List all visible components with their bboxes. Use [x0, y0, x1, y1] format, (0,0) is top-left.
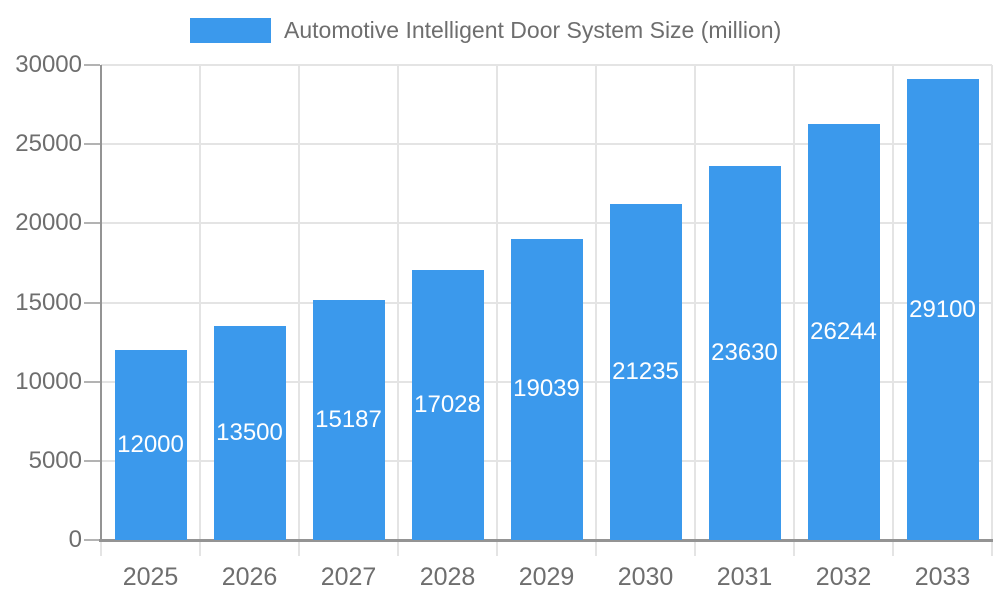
gridline-vertical	[694, 65, 696, 540]
gridline-horizontal	[101, 64, 992, 66]
gridline-horizontal	[101, 143, 992, 146]
bar-2025[interactable]: 12000	[114, 350, 187, 540]
gridline-horizontal	[101, 222, 992, 225]
bar-value-label: 21235	[612, 357, 679, 385]
y-axis-tick	[84, 380, 100, 383]
bar-value-label: 13500	[216, 419, 283, 447]
bar-value-label: 15187	[315, 405, 382, 433]
bar-value-label: 29100	[909, 295, 976, 323]
x-axis-line	[99, 539, 993, 542]
x-axis-tick	[100, 540, 102, 556]
y-axis-tick-label: 0	[68, 526, 82, 553]
bar-2026[interactable]: 13500	[213, 326, 286, 540]
x-axis-category-label: 2031	[716, 563, 773, 591]
bar-value-label: 12000	[117, 431, 184, 458]
bar-2033[interactable]: 29100	[906, 79, 979, 540]
bar-2028[interactable]: 17028	[411, 270, 484, 540]
y-axis-tick	[84, 143, 100, 146]
x-axis-tick	[298, 540, 300, 556]
y-axis-tick	[84, 539, 100, 541]
y-axis-tick-label: 30000	[15, 51, 82, 78]
x-axis-tick	[892, 540, 894, 556]
bar-2029[interactable]: 19039	[510, 238, 583, 540]
y-axis-line	[100, 65, 102, 540]
y-axis-tick-label: 25000	[15, 130, 82, 158]
x-axis-category-label: 2028	[419, 563, 476, 591]
x-axis-category-label: 2033	[914, 563, 971, 591]
x-axis-tick	[991, 540, 993, 556]
bar-2031[interactable]: 23630	[708, 165, 781, 540]
x-axis-category-label: 2029	[518, 563, 575, 591]
y-axis-tick-label: 15000	[15, 288, 82, 316]
bar-2030[interactable]: 21235	[609, 203, 682, 540]
gridline-vertical	[397, 65, 399, 540]
legend-label: Automotive Intelligent Door System Size …	[284, 17, 782, 43]
y-axis-tick	[84, 222, 100, 225]
gridline-vertical	[199, 65, 201, 540]
x-axis-category-label: 2026	[221, 563, 278, 591]
x-axis-category-label: 2032	[815, 563, 872, 591]
y-axis-tick	[84, 64, 100, 66]
x-axis-tick	[397, 540, 399, 556]
bar-value-label: 17028	[414, 391, 481, 419]
x-axis-category-label: 2030	[617, 563, 674, 591]
bar-2032[interactable]: 26244	[807, 124, 880, 540]
bar-value-label: 26244	[810, 318, 877, 346]
bar-value-label: 23630	[711, 338, 778, 366]
x-axis-category-label: 2025	[122, 563, 179, 591]
gridline-vertical	[298, 65, 300, 540]
x-axis-tick	[595, 540, 597, 556]
gridline-vertical	[595, 65, 597, 540]
y-axis-tick-label: 20000	[15, 209, 82, 237]
gridline-vertical	[991, 65, 993, 540]
y-axis-tick-label: 10000	[15, 367, 82, 395]
gridline-vertical	[892, 65, 894, 540]
legend-swatch	[190, 18, 271, 43]
x-axis-tick	[496, 540, 498, 556]
y-axis-tick-label: 5000	[28, 446, 82, 474]
x-axis-tick	[199, 540, 201, 556]
x-axis-tick	[793, 540, 795, 556]
y-axis-tick	[84, 459, 100, 462]
gridline-vertical	[496, 65, 498, 540]
bar-value-label: 19039	[513, 375, 580, 403]
x-axis-category-label: 2027	[320, 563, 377, 591]
gridline-vertical	[793, 65, 795, 540]
y-axis-tick	[84, 301, 100, 304]
bar-2027[interactable]: 15187	[312, 299, 385, 540]
x-axis-tick	[694, 540, 696, 556]
legend[interactable]: Automotive Intelligent Door System Size …	[190, 17, 781, 44]
